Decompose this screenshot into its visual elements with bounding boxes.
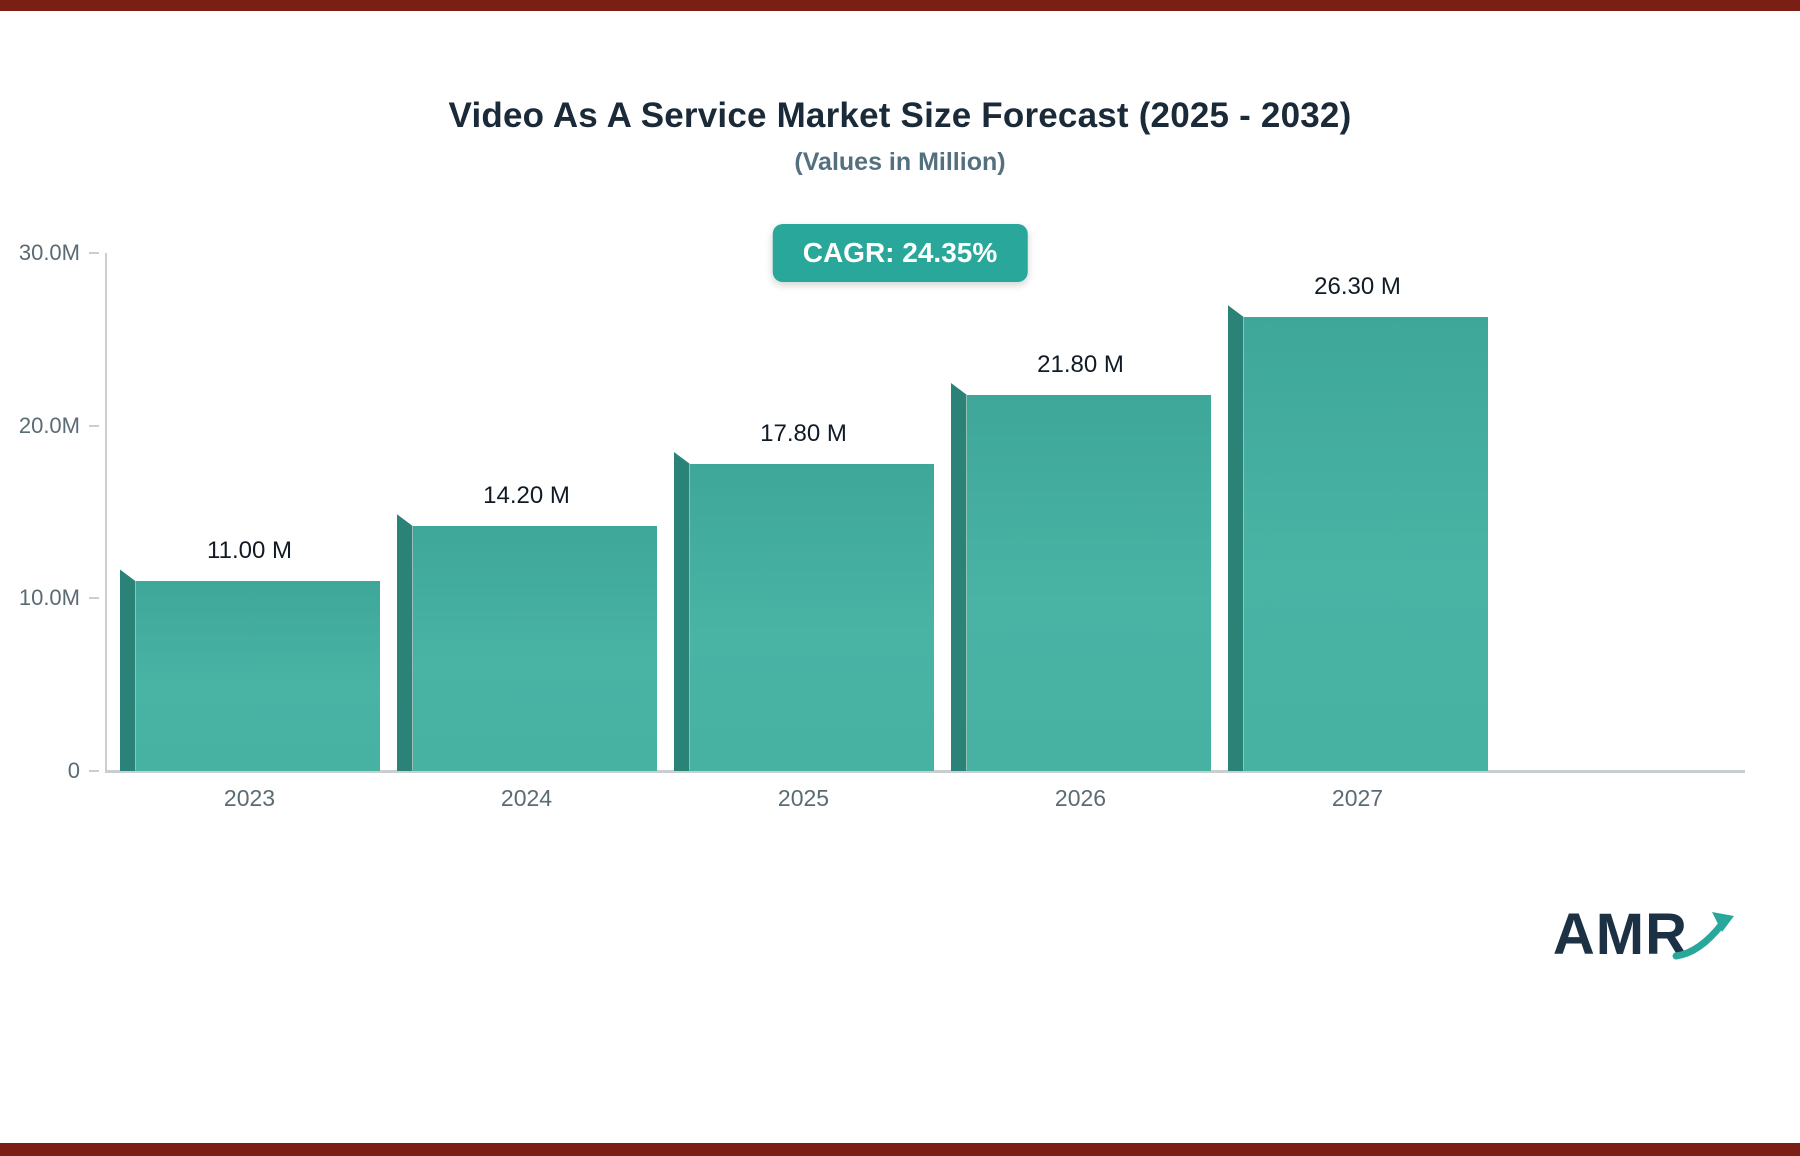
bar-slot: 17.80 M	[665, 253, 942, 771]
amr-logo-text: AMR	[1552, 902, 1688, 967]
bottom-border	[0, 1143, 1800, 1156]
y-tick-label: 20.0M	[18, 412, 80, 438]
y-tick-label: 10.0M	[18, 585, 80, 611]
chart-subtitle: (Values in Million)	[794, 148, 1006, 176]
cagr-badge-label: CAGR: 24.35%	[802, 237, 998, 268]
bar-value-label: 11.00 M	[207, 537, 292, 565]
bar-face	[689, 463, 934, 771]
x-axis-label: 2026	[1054, 785, 1107, 811]
bar-value-label: 26.30 M	[1314, 272, 1401, 300]
x-axis-label: 2027	[1331, 785, 1384, 811]
y-axis-line	[105, 253, 107, 771]
top-border	[0, 0, 1800, 11]
bar-side-face	[673, 451, 690, 771]
bar	[1227, 304, 1488, 771]
x-axis-line	[105, 770, 1745, 773]
x-axis-label: 2024	[500, 785, 553, 811]
bar	[950, 382, 1211, 771]
x-axis-labels: 2023 2024 2025 2026 2027	[111, 785, 1496, 812]
x-axis-label: 2023	[223, 785, 276, 811]
cagr-badge: CAGR: 24.35%	[772, 224, 1028, 282]
y-tick-mark	[89, 597, 99, 600]
bar-side-face	[1227, 304, 1244, 771]
plot-wrap: 30.0M 20.0M 10.0M 0 11.00 M 14.20 M 17.80 M 21…	[19, 240, 1745, 811]
y-axis-tick: 20.0M	[19, 413, 99, 439]
bar-slot: 11.00 M	[111, 253, 388, 771]
y-axis: 30.0M 20.0M 10.0M 0	[0, 240, 103, 783]
growth-arrow-icon	[1672, 912, 1734, 960]
bar-value-label: 21.80 M	[1037, 350, 1124, 378]
bar-value-label: 17.80 M	[760, 419, 847, 447]
amr-logo: AMR	[1553, 906, 1738, 964]
bars: 11.00 M 14.20 M 17.80 M 21.80 M 26.30 M	[111, 253, 1496, 771]
y-tick-label: 30.0M	[18, 240, 80, 265]
bar-face	[412, 525, 657, 771]
y-tick-mark	[89, 770, 99, 772]
bar-slot: 21.80 M	[942, 253, 1219, 771]
y-tick-mark	[89, 424, 99, 427]
bar-side-face	[396, 513, 413, 771]
bar-face	[135, 581, 380, 771]
chart-title: Video As A Service Market Size Forecast …	[448, 96, 1352, 135]
bar-side-face	[950, 382, 967, 771]
bar-side-face	[119, 569, 136, 771]
y-axis-tick: 0	[68, 758, 99, 784]
x-axis-label: 2025	[777, 785, 830, 811]
y-tick-mark	[89, 252, 99, 254]
bar-slot: 14.20 M	[388, 253, 665, 771]
y-axis-tick: 30.0M	[19, 240, 99, 266]
bar	[673, 451, 934, 771]
bar-slot: 26.30 M	[1219, 253, 1496, 771]
y-tick-label: 0	[67, 758, 80, 783]
bar	[119, 569, 380, 771]
bar	[396, 513, 657, 771]
y-axis-tick: 10.0M	[19, 585, 99, 611]
bar-value-label: 14.20 M	[483, 481, 570, 509]
bar-face	[966, 394, 1211, 771]
bar-face	[1243, 316, 1488, 771]
